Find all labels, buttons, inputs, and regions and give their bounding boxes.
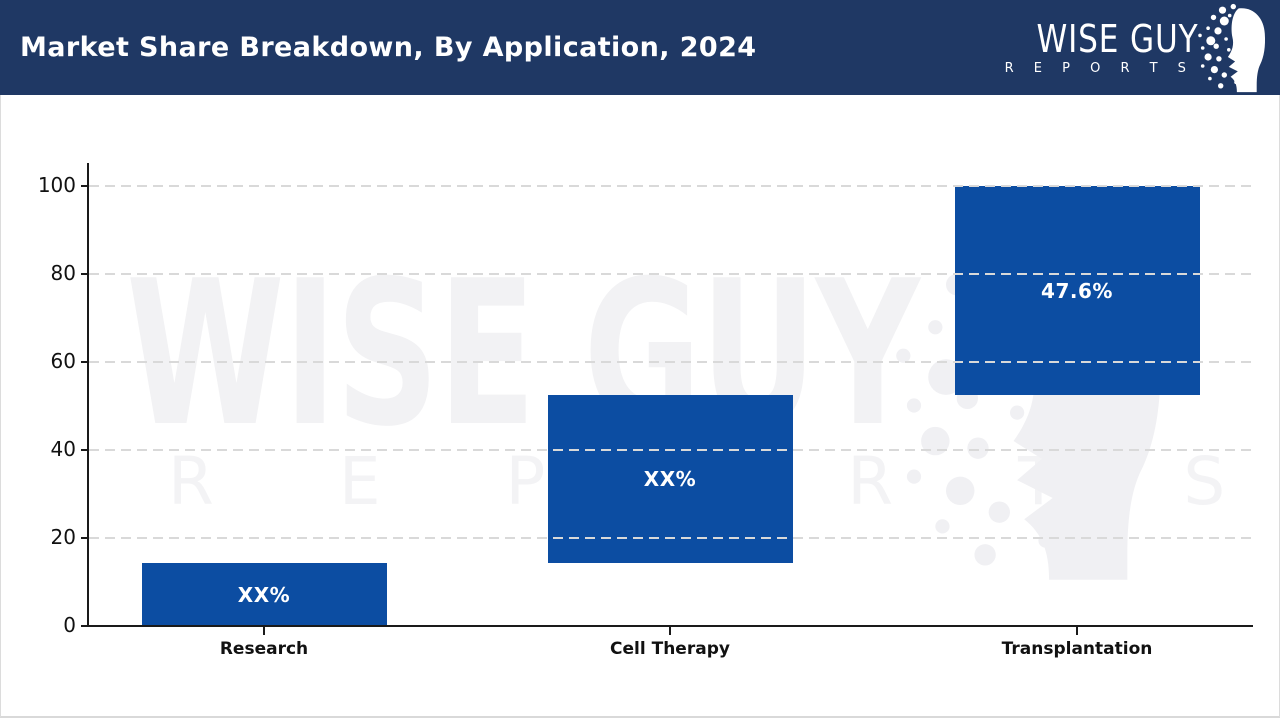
bar-transplantation: 47.6% (954, 186, 1200, 396)
y-tick-mark-60 (81, 361, 87, 363)
bar-value-label: XX% (643, 467, 697, 492)
bar-cell-therapy: XX% (547, 395, 793, 564)
brand-logo-text: WISE GUY R E P O R T S (1001, 20, 1198, 76)
y-gridline-20 (89, 537, 1253, 539)
y-tick-mark-80 (81, 273, 87, 275)
header-bar: Market Share Breakdown, By Application, … (0, 0, 1280, 95)
y-gridline-60 (89, 361, 1253, 363)
y-gridline-100 (89, 185, 1253, 187)
bottom-divider-line (0, 716, 1280, 718)
y-tick-label: 40 (50, 437, 76, 461)
y-tick-label: 80 (50, 261, 76, 285)
x-axis-label-research: Research (219, 639, 309, 659)
y-tick-label: 100 (37, 173, 76, 197)
bar-value-label: 47.6% (1041, 278, 1113, 303)
y-tick-mark-0 (81, 625, 87, 627)
y-gridline-40 (89, 449, 1253, 451)
brand-logo: WISE GUY R E P O R T S (1001, 0, 1270, 95)
x-tick-mark (263, 627, 265, 635)
brand-name: WISE GUY (1036, 16, 1198, 61)
x-axis-label-cell-therapy: Cell Therapy (610, 639, 730, 659)
y-tick-label: 60 (50, 349, 76, 373)
y-tick-label: 0 (63, 613, 76, 637)
y-tick-mark-100 (81, 185, 87, 187)
y-tick-mark-40 (81, 449, 87, 451)
x-axis-label-transplantation: Transplantation (1001, 639, 1153, 659)
bar-value-label: XX% (237, 582, 291, 607)
chart-area: WISE GUY R E P O R T S XX%XX%47.6%020406… (0, 95, 1280, 720)
y-tick-mark-20 (81, 537, 87, 539)
watermark-brand-name: WISE GUY (126, 238, 920, 471)
bar-research: XX% (141, 563, 387, 626)
x-tick-mark (1076, 627, 1078, 635)
y-axis-spine (87, 163, 89, 627)
x-tick-mark (669, 627, 671, 635)
y-gridline-80 (89, 273, 1253, 275)
page-title: Market Share Breakdown, By Application, … (20, 32, 757, 63)
brand-subtitle: R E P O R T S (1004, 60, 1194, 76)
dotted-face-profile-icon (1198, 3, 1266, 92)
x-axis-spine (87, 625, 1253, 627)
y-tick-label: 20 (50, 525, 76, 549)
